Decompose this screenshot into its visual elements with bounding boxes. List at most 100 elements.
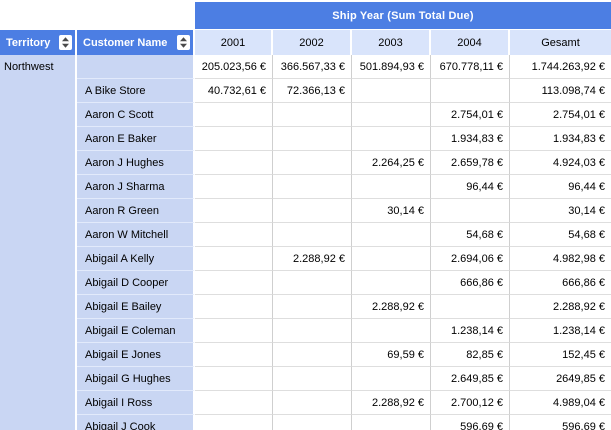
value-cell: 54,68 € xyxy=(431,223,510,247)
table-row: Abigail J Cook 596,69 € 596,69 € xyxy=(77,415,611,430)
value-cell: 1.238,14 € xyxy=(510,319,611,343)
value-cell: 2.288,92 € xyxy=(510,295,611,319)
table-row: Aaron J Sharma 96,44 € 96,44 € xyxy=(77,175,611,199)
sort-icon[interactable] xyxy=(177,35,190,50)
value-cell: 40.732,61 € xyxy=(195,79,273,103)
value-cell: 366.567,33 € xyxy=(273,55,352,79)
value-cell: 2.649,85 € xyxy=(431,367,510,391)
value-cell xyxy=(273,271,352,295)
value-cell: 69,59 € xyxy=(352,343,431,367)
table-row: Aaron E Baker 1.934,83 € 1.934,83 € xyxy=(77,127,611,151)
territory-header-label: Territory xyxy=(6,36,51,49)
value-cell: 4.982,98 € xyxy=(510,247,611,271)
value-cell: 2.288,92 € xyxy=(273,247,352,271)
value-cell: 152,45 € xyxy=(510,343,611,367)
customer-cell: Abigail E Jones xyxy=(77,343,195,367)
value-cell xyxy=(273,391,352,415)
customer-cell: Abigail J Cook xyxy=(77,415,195,430)
value-cell xyxy=(352,127,431,151)
rows-container: 205.023,56 € 366.567,33 € 501.894,93 € 6… xyxy=(77,55,611,430)
customer-cell: Abigail D Cooper xyxy=(77,271,195,295)
year-column-header-2001[interactable]: 2001 xyxy=(195,30,273,55)
value-cell xyxy=(195,247,273,271)
value-cell xyxy=(431,79,510,103)
sort-icon[interactable] xyxy=(59,35,72,50)
value-cell xyxy=(273,319,352,343)
value-cell xyxy=(273,199,352,223)
year-column-header-2002[interactable]: 2002 xyxy=(273,30,352,55)
value-cell: 2.700,12 € xyxy=(431,391,510,415)
value-cell xyxy=(273,103,352,127)
value-cell: 113.098,74 € xyxy=(510,79,611,103)
table-row: Aaron J Hughes 2.264,25 € 2.659,78 € 4.9… xyxy=(77,151,611,175)
table-row: Abigail G Hughes 2.649,85 € 2649,85 € xyxy=(77,367,611,391)
value-cell xyxy=(195,223,273,247)
column-header-row: Territory Customer Name 2001 2002 200 xyxy=(0,30,611,55)
value-cell xyxy=(273,343,352,367)
year-column-header-2003[interactable]: 2003 xyxy=(352,30,431,55)
total-column-header-gesamt[interactable]: Gesamt xyxy=(510,30,611,55)
value-cell xyxy=(352,103,431,127)
value-cell: 96,44 € xyxy=(510,175,611,199)
value-cell xyxy=(431,199,510,223)
value-cell: 205.023,56 € xyxy=(195,55,273,79)
corner-blank xyxy=(0,2,195,29)
value-cell xyxy=(352,367,431,391)
value-cell xyxy=(195,319,273,343)
table-row: Abigail E Jones 69,59 € 82,85 € 152,45 € xyxy=(77,343,611,367)
value-cell xyxy=(195,199,273,223)
value-cell xyxy=(195,103,273,127)
value-cell: 4.989,04 € xyxy=(510,391,611,415)
customer-cell: Aaron R Green xyxy=(77,199,195,223)
table-row: Aaron C Scott 2.754,01 € 2.754,01 € xyxy=(77,103,611,127)
value-cell xyxy=(352,247,431,271)
value-cell: 4.924,03 € xyxy=(510,151,611,175)
customer-cell: Abigail G Hughes xyxy=(77,367,195,391)
value-cell: 596,69 € xyxy=(510,415,611,430)
customer-cell: Aaron E Baker xyxy=(77,127,195,151)
value-cell: 2.288,92 € xyxy=(352,391,431,415)
ship-year-header: Ship Year (Sum Total Due) xyxy=(195,2,611,29)
value-cell xyxy=(195,415,273,430)
value-cell xyxy=(273,175,352,199)
value-cell: 82,85 € xyxy=(431,343,510,367)
value-cell xyxy=(352,175,431,199)
value-cell: 1.934,83 € xyxy=(431,127,510,151)
value-cell: 30,14 € xyxy=(510,199,611,223)
value-cell: 30,14 € xyxy=(352,199,431,223)
year-column-header-2004[interactable]: 2004 xyxy=(431,30,510,55)
value-cell: 2.659,78 € xyxy=(431,151,510,175)
value-cell: 96,44 € xyxy=(431,175,510,199)
customer-cell: Abigail A Kelly xyxy=(77,247,195,271)
measure-header-row: Ship Year (Sum Total Due) xyxy=(0,2,611,29)
table-row: 205.023,56 € 366.567,33 € 501.894,93 € 6… xyxy=(77,55,611,79)
value-cell: 666,86 € xyxy=(431,271,510,295)
table-row: Aaron W Mitchell 54,68 € 54,68 € xyxy=(77,223,611,247)
value-cell: 2.754,01 € xyxy=(510,103,611,127)
table-row: Abigail D Cooper 666,86 € 666,86 € xyxy=(77,271,611,295)
value-cell: 670.778,11 € xyxy=(431,55,510,79)
value-cell xyxy=(273,415,352,430)
value-cell xyxy=(195,391,273,415)
customer-name-column-header[interactable]: Customer Name xyxy=(77,30,195,55)
customer-cell: Aaron J Hughes xyxy=(77,151,195,175)
value-cell xyxy=(273,127,352,151)
territory-cell: Northwest xyxy=(0,55,77,430)
value-cell xyxy=(273,367,352,391)
value-cell: 2.264,25 € xyxy=(352,151,431,175)
value-cell: 2.754,01 € xyxy=(431,103,510,127)
territory-column-header[interactable]: Territory xyxy=(0,30,77,55)
value-cell: 1.744.263,92 € xyxy=(510,55,611,79)
value-cell xyxy=(195,151,273,175)
value-cell xyxy=(352,415,431,430)
value-cell xyxy=(195,127,273,151)
customer-header-label: Customer Name xyxy=(83,36,168,49)
customer-cell: Aaron J Sharma xyxy=(77,175,195,199)
value-cell: 72.366,13 € xyxy=(273,79,352,103)
value-cell xyxy=(195,295,273,319)
value-cell: 666,86 € xyxy=(510,271,611,295)
table-body: Northwest 205.023,56 € 366.567,33 € 501.… xyxy=(0,55,611,430)
value-cell xyxy=(352,319,431,343)
value-cell: 2649,85 € xyxy=(510,367,611,391)
